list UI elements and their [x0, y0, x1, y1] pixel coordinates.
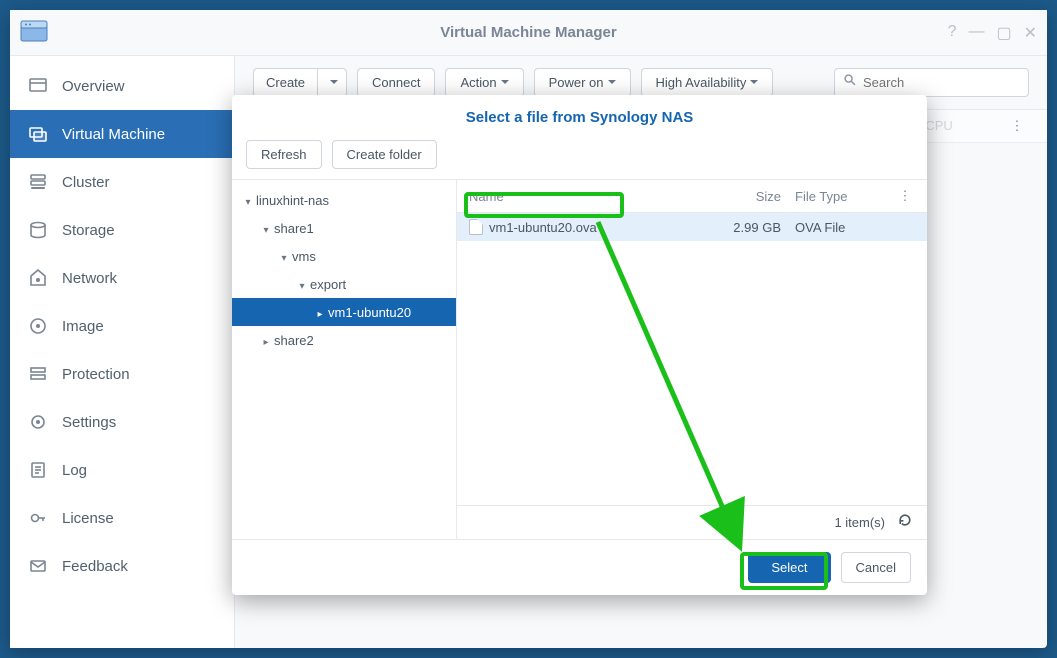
- sidebar-item-overview[interactable]: Overview: [10, 62, 234, 110]
- sidebar-item-cluster[interactable]: Cluster: [10, 158, 234, 206]
- search-input[interactable]: [863, 75, 1039, 90]
- file-icon: [469, 219, 483, 235]
- storage-icon: [28, 220, 48, 240]
- file-size: 2.99 GB: [705, 220, 795, 235]
- tree-node-share2[interactable]: share2: [232, 326, 456, 354]
- sidebar-item-label: Storage: [62, 222, 115, 239]
- power-on-button-label: Power on: [549, 75, 604, 90]
- sidebar-item-label: Overview: [62, 78, 125, 95]
- cluster-icon: [28, 172, 48, 192]
- titlebar: Virtual Machine Manager ? — ▢ ✕: [10, 10, 1047, 56]
- tree-node-label: share2: [274, 333, 314, 348]
- tree-node-label: linuxhint-nas: [256, 193, 329, 208]
- item-count: 1 item(s): [834, 515, 885, 530]
- sidebar-item-label: Network: [62, 270, 117, 287]
- chevron-down-icon: [608, 75, 616, 90]
- sidebar-item-network[interactable]: Network: [10, 254, 234, 302]
- refresh-button[interactable]: Refresh: [246, 140, 322, 169]
- create-folder-button[interactable]: Create folder: [332, 140, 437, 169]
- sidebar-item-label: Image: [62, 318, 104, 335]
- connect-button[interactable]: Connect: [357, 68, 435, 97]
- envelope-icon: [28, 556, 48, 576]
- col-size[interactable]: Size: [705, 189, 795, 204]
- search-box[interactable]: [834, 68, 1029, 97]
- sidebar-item-virtual-machine[interactable]: Virtual Machine: [10, 110, 234, 158]
- tree-node-label: export: [310, 277, 346, 292]
- network-icon: [28, 268, 48, 288]
- overview-icon: [28, 76, 48, 96]
- chevron-down-icon[interactable]: [322, 69, 346, 96]
- select-button[interactable]: Select: [748, 552, 830, 583]
- sidebar: Overview Virtual Machine Cluster Storage…: [10, 56, 235, 648]
- tree-node-vms[interactable]: vms: [232, 242, 456, 270]
- tree-node-export[interactable]: export: [232, 270, 456, 298]
- file-row[interactable]: vm1-ubuntu20.ova 2.99 GB OVA File: [457, 213, 927, 241]
- dialog-title: Select a file from Synology NAS: [232, 95, 927, 136]
- file-type: OVA File: [795, 220, 895, 235]
- maximize-icon[interactable]: ▢: [996, 23, 1011, 43]
- sidebar-item-label: License: [62, 510, 114, 527]
- ha-button[interactable]: High Availability: [641, 68, 774, 97]
- sidebar-item-feedback[interactable]: Feedback: [10, 542, 234, 590]
- window-title: Virtual Machine Manager: [440, 24, 616, 41]
- file-picker-dialog: Select a file from Synology NAS Refresh …: [232, 95, 927, 595]
- sidebar-item-storage[interactable]: Storage: [10, 206, 234, 254]
- power-on-button[interactable]: Power on: [534, 68, 631, 97]
- settings-icon[interactable]: ?: [948, 23, 957, 43]
- tree-node-label: vm1-ubuntu20: [328, 305, 411, 320]
- cancel-button[interactable]: Cancel: [841, 552, 911, 583]
- key-icon: [28, 508, 48, 528]
- close-icon[interactable]: ✕: [1024, 23, 1037, 43]
- columns-menu-icon[interactable]: ⋮: [895, 188, 915, 204]
- action-button-label: Action: [460, 75, 496, 90]
- chevron-down-icon: [501, 75, 509, 90]
- create-button[interactable]: Create: [253, 68, 347, 97]
- col-type[interactable]: File Type: [795, 189, 895, 204]
- sidebar-item-label: Feedback: [62, 558, 128, 575]
- app-icon: [20, 20, 48, 47]
- dialog-footer: Select Cancel: [232, 539, 927, 595]
- action-button[interactable]: Action: [445, 68, 523, 97]
- image-icon: [28, 316, 48, 336]
- sidebar-item-label: Virtual Machine: [62, 126, 165, 143]
- sidebar-item-label: Settings: [62, 414, 116, 431]
- sidebar-item-label: Log: [62, 462, 87, 479]
- columns-menu-icon[interactable]: ⋮: [1005, 118, 1029, 134]
- dialog-toolbar: Refresh Create folder: [232, 136, 927, 179]
- sidebar-item-settings[interactable]: Settings: [10, 398, 234, 446]
- refresh-icon[interactable]: [897, 512, 913, 533]
- tree-node-label: vms: [292, 249, 316, 264]
- ha-button-label: High Availability: [656, 75, 747, 90]
- minimize-icon[interactable]: —: [968, 23, 984, 43]
- col-name[interactable]: Name: [469, 189, 705, 204]
- sidebar-item-log[interactable]: Log: [10, 446, 234, 494]
- folder-tree: linuxhint-nas share1 vms export vm1-ubun…: [232, 180, 457, 539]
- sidebar-item-label: Protection: [62, 366, 130, 383]
- protection-icon: [28, 364, 48, 384]
- window-controls: ? — ▢ ✕: [948, 23, 1037, 43]
- create-button-label: Create: [254, 69, 318, 96]
- search-icon: [843, 73, 857, 92]
- vm-icon: [28, 124, 48, 144]
- tree-node-label: share1: [274, 221, 314, 236]
- sidebar-item-protection[interactable]: Protection: [10, 350, 234, 398]
- log-icon: [28, 460, 48, 480]
- gear-icon: [28, 412, 48, 432]
- file-list-footer: 1 item(s): [457, 505, 927, 539]
- file-list-header: Name Size File Type ⋮: [457, 180, 927, 213]
- sidebar-item-image[interactable]: Image: [10, 302, 234, 350]
- sidebar-item-label: Cluster: [62, 174, 110, 191]
- sidebar-item-license[interactable]: License: [10, 494, 234, 542]
- file-list: Name Size File Type ⋮ vm1-ubuntu20.ova 2…: [457, 180, 927, 539]
- chevron-down-icon: [750, 75, 758, 90]
- tree-node-root[interactable]: linuxhint-nas: [232, 186, 456, 214]
- tree-node-vm1[interactable]: vm1-ubuntu20: [232, 298, 456, 326]
- file-name: vm1-ubuntu20.ova: [489, 220, 597, 235]
- tree-node-share1[interactable]: share1: [232, 214, 456, 242]
